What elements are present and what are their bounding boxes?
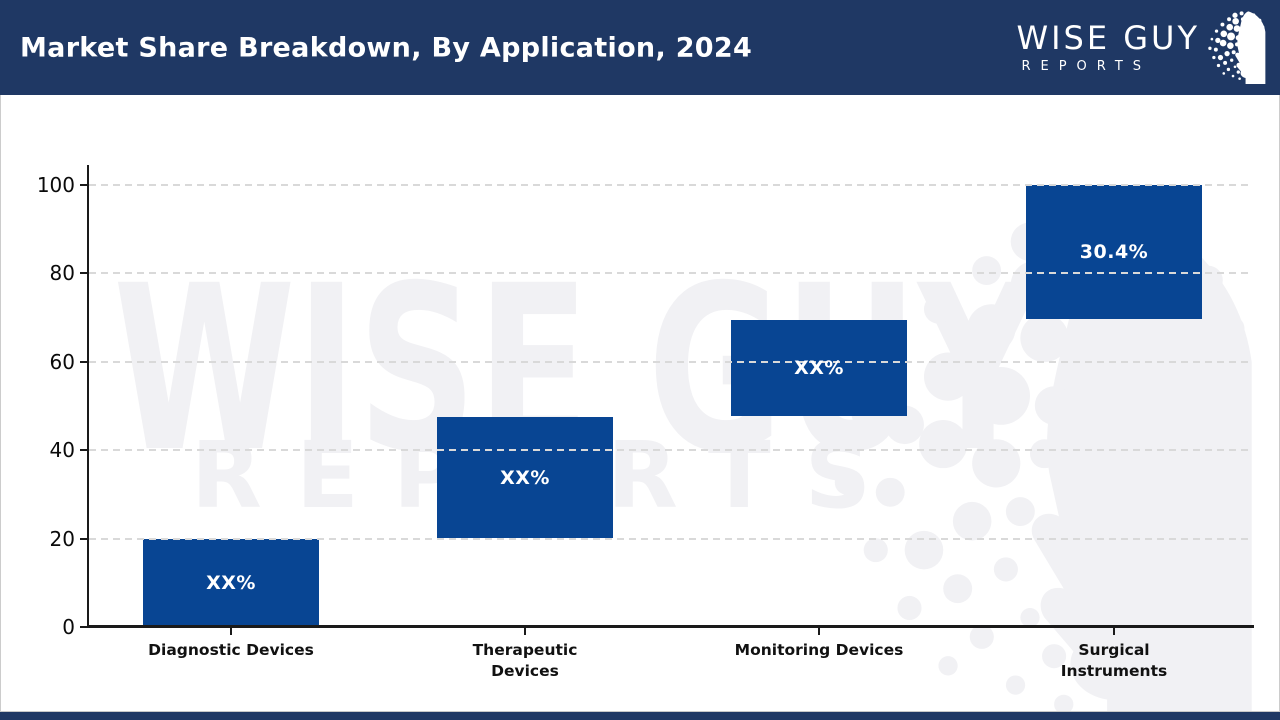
bar-monitoring-devices [731,320,907,417]
gridline-60 [89,360,1253,363]
y-tick-label: 0 [62,615,75,639]
y-tick-mark [80,184,88,186]
logo-wordmark: WISE GUY [1016,19,1200,57]
y-tick-mark [80,360,88,363]
y-tick-mark [80,537,88,540]
wiseguy-logo: WISE GUY REPORTS [1016,8,1268,86]
gridline-80 [89,272,1253,275]
y-tick-mark [80,272,88,275]
y-axis-line [87,165,89,627]
bar-surgical-instruments [1026,185,1202,320]
gridline-20 [89,537,1253,540]
logo-text: WISE GUY REPORTS [1016,20,1200,74]
page-title: Market Share Breakdown, By Application, … [20,32,753,63]
x-tick-mark [818,628,820,635]
y-tick-label: 60 [49,349,75,374]
x-category-label: Therapeutic Devices [375,640,675,682]
x-category-label-line: Therapeutic [472,641,578,659]
x-category-label-line: Instruments [1060,662,1168,680]
y-tick-label: 80 [49,261,75,286]
x-category-label-line: Surgical [1078,641,1150,659]
x-category-label-line: Monitoring Devices [734,641,904,659]
x-category-label-line: Diagnostic Devices [148,641,314,659]
x-tick-mark [524,628,526,635]
x-tick-mark [230,628,232,635]
y-tick-mark [80,626,88,628]
x-category-label: Surgical Instruments [964,640,1264,682]
x-axis-line [87,625,1254,628]
x-category-label: Diagnostic Devices [81,640,381,661]
y-tick-label: 40 [49,438,75,463]
y-tick-label: 100 [36,173,75,197]
gridline-100 [89,184,1253,186]
header: Market Share Breakdown, By Application, … [0,0,1280,95]
x-tick-mark [1113,628,1115,635]
y-tick-label: 20 [49,526,75,551]
bar-diagnostic-devices [143,539,319,627]
x-category-label-line: Devices [491,662,559,680]
logo-subtext: REPORTS [1021,59,1152,74]
logo-face-icon [1208,11,1266,84]
footer-bar [0,712,1280,720]
gridline-40 [89,449,1253,452]
bar-therapeutic-devices [437,417,613,539]
y-tick-mark [80,449,88,452]
chart-area: WISE GUY REPORTS 020406080100XX%Diagnost… [0,95,1280,712]
x-category-label: Monitoring Devices [669,640,969,661]
